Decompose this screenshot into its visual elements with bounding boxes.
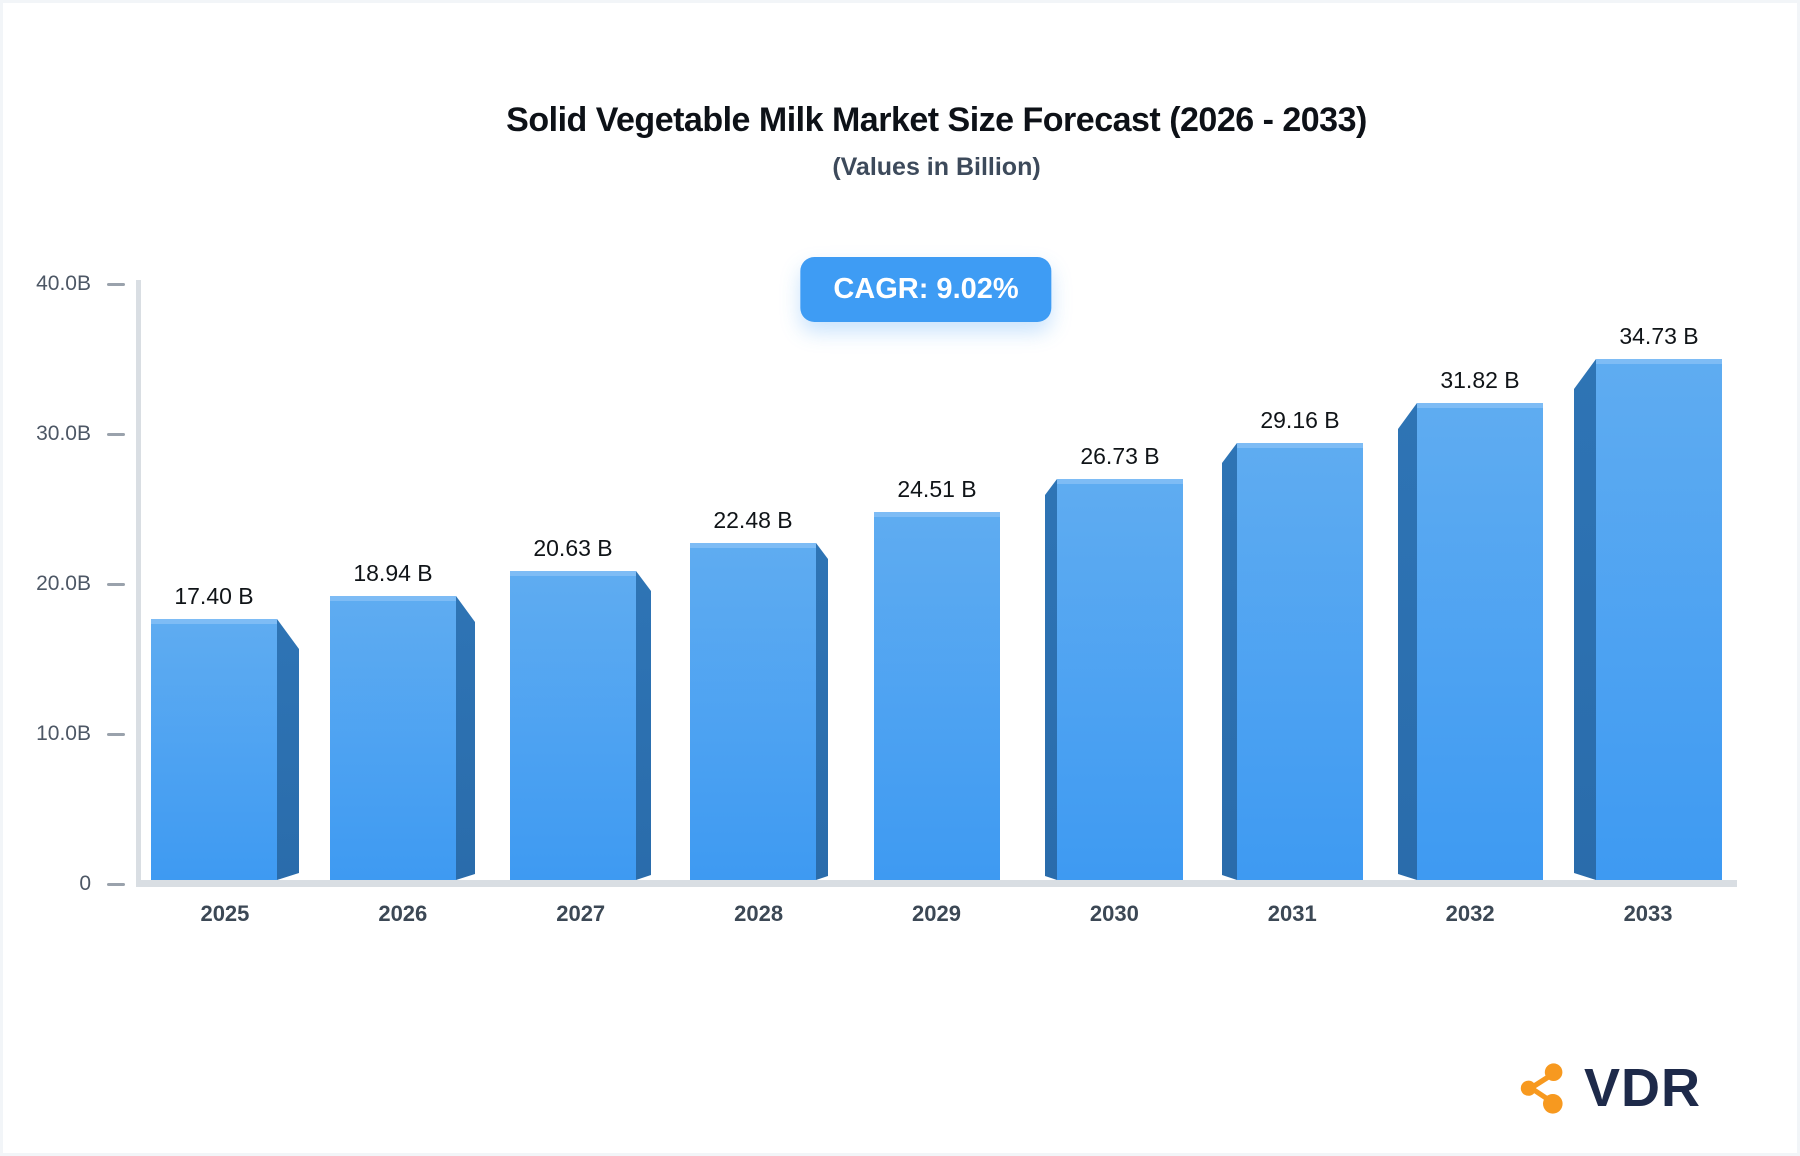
bar-top-face: [151, 619, 277, 624]
bar-value-label: 29.16 B: [1260, 407, 1340, 433]
bar[interactable]: [1057, 479, 1183, 880]
bar-side-face: [277, 619, 299, 880]
bar[interactable]: [510, 571, 636, 880]
y-axis-line: [136, 280, 141, 887]
x-axis-category-label: 2029: [912, 901, 961, 926]
bar-top-face: [1596, 359, 1722, 364]
bar-top-face: [1417, 403, 1543, 408]
chart-subtitle: (Values in Billion): [832, 153, 1041, 181]
share-network-icon: [1516, 1057, 1578, 1119]
bar[interactable]: [874, 512, 1000, 880]
bar[interactable]: [690, 543, 816, 880]
y-axis-tick: [107, 433, 125, 436]
x-axis-category-label: 2031: [1267, 901, 1317, 926]
x-axis-category-label: 2030: [1089, 901, 1139, 926]
x-axis-category-label: 2032: [1445, 901, 1495, 926]
bar[interactable]: [1417, 403, 1543, 880]
bar-value-label: 34.73 B: [1619, 323, 1699, 349]
x-axis-category-label: 2028: [734, 901, 784, 926]
y-axis-tick-label: 40.0B: [36, 272, 91, 295]
bar-side-face: [1222, 443, 1237, 880]
chart-title: Solid Vegetable Milk Market Size Forecas…: [506, 101, 1367, 139]
y-axis-tick: [107, 733, 125, 736]
x-axis-category-label: 2026: [378, 901, 428, 926]
bar-top-face: [1057, 479, 1183, 484]
bar-top-face: [1237, 443, 1363, 448]
x-axis-category-label: 2027: [556, 901, 606, 926]
y-axis-tick-label: 30.0B: [36, 422, 91, 445]
bar-value-label: 31.82 B: [1440, 367, 1520, 393]
x-axis-category-label: 2033: [1623, 901, 1673, 926]
bar[interactable]: [330, 596, 456, 880]
y-axis-tick-label: 0: [79, 872, 91, 895]
bar-value-label: 24.51 B: [897, 476, 977, 502]
x-axis-line: [136, 880, 1737, 887]
bar[interactable]: [151, 619, 277, 880]
bar-value-label: 17.40 B: [174, 583, 254, 609]
bar-side-face: [816, 543, 828, 880]
bar-top-face: [874, 512, 1000, 517]
vdr-logo[interactable]: VDR: [1516, 1057, 1701, 1119]
y-axis-tick: [107, 283, 125, 286]
bar-top-face: [690, 543, 816, 548]
bar-top-face: [330, 596, 456, 601]
cagr-badge: CAGR: 9.02%: [800, 257, 1052, 322]
bar-top-face: [510, 571, 636, 576]
bar-value-label: 26.73 B: [1080, 443, 1160, 469]
bar-side-face: [1574, 359, 1596, 880]
bar-value-label: 22.48 B: [713, 507, 793, 533]
y-axis-tick: [107, 583, 125, 586]
bar-side-face: [1045, 479, 1057, 880]
y-axis-tick: [107, 883, 125, 886]
bar[interactable]: [1596, 359, 1722, 880]
bar-value-label: 18.94 B: [353, 560, 433, 586]
bar-value-label: 20.63 B: [533, 535, 613, 561]
logo-text: VDR: [1583, 1058, 1701, 1118]
bar-side-face: [636, 571, 651, 880]
y-axis-tick-label: 20.0B: [36, 572, 91, 595]
bar-side-face: [1398, 403, 1417, 880]
bar[interactable]: [1237, 443, 1363, 880]
bar-side-face: [456, 596, 475, 880]
x-axis-category-label: 2025: [200, 901, 250, 926]
y-axis-tick-label: 10.0B: [36, 722, 91, 745]
